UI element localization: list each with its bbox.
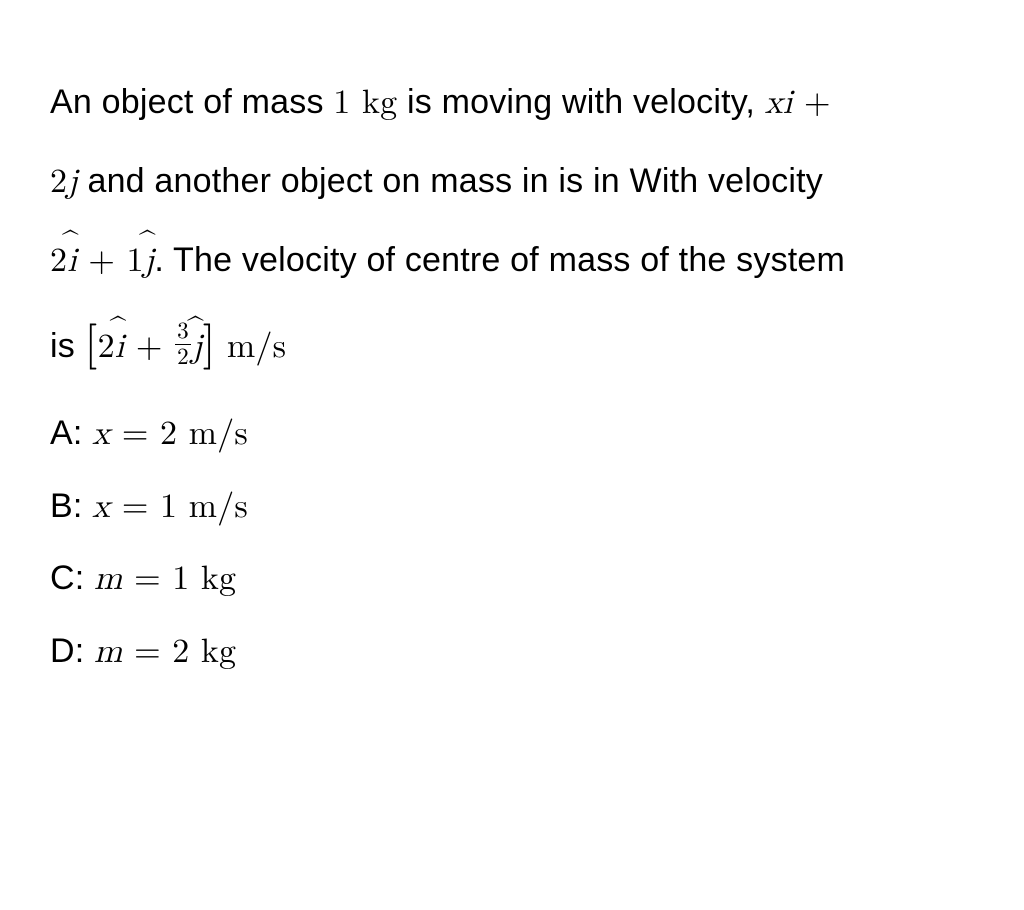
option-letter: D: <box>50 632 94 670</box>
option-d: D: m = 2 kg <box>50 629 974 676</box>
question-line-1: An object of mass 1 kg is moving with ve… <box>50 80 974 127</box>
plus-sign: + <box>793 86 831 120</box>
text-segment: and another object on mass in is in With… <box>78 162 823 200</box>
com-unit-i-hat: i <box>115 325 125 371</box>
text-segment: An object of mass <box>50 83 333 121</box>
question-line-3: 2i + 1j. The velocity of centre of mass … <box>50 238 974 285</box>
com-unit-j-hat: j <box>192 325 203 371</box>
option-c: C: m = 1 kg <box>50 556 974 603</box>
option-val: 1 <box>160 490 177 524</box>
velocity-unit-j: j <box>67 165 78 199</box>
plus-sign: + <box>77 244 127 278</box>
mass-value: 1 <box>333 86 350 120</box>
bracket-close: ] <box>202 321 215 367</box>
text-segment: . The velocity of centre of mass of the … <box>154 241 845 279</box>
bracket-open: [ <box>85 321 98 367</box>
velocity-coef: 2 <box>50 165 67 199</box>
velocity-unit-i: i <box>783 86 793 120</box>
velocity-coef: x <box>765 86 783 120</box>
option-letter: A: <box>50 414 92 452</box>
text-segment: is moving with velocity, <box>397 83 764 121</box>
option-var: x <box>92 417 110 451</box>
option-a: A: x = 2 m/s <box>50 411 974 458</box>
is-label: is <box>50 327 85 365</box>
question-line-4: is [2i + 32j] m/s <box>50 317 974 379</box>
option-eq: = <box>110 490 160 524</box>
option-var: m <box>94 562 123 596</box>
fraction-denominator: 2 <box>175 345 191 369</box>
option-b: B: x = 1 m/s <box>50 484 974 531</box>
option-eq: = <box>123 562 173 596</box>
option-val: 1 <box>172 562 189 596</box>
option-unit: m/s <box>177 490 248 524</box>
plus-sign: + <box>124 330 174 364</box>
option-letter: B: <box>50 487 92 525</box>
velocity-unit-j-hat: j <box>144 239 155 285</box>
question-line-2: 2j and another object on mass in is in W… <box>50 159 974 206</box>
com-unit: m/s <box>215 330 286 364</box>
option-unit: kg <box>189 562 236 596</box>
option-val: 2 <box>160 417 177 451</box>
option-unit: kg <box>189 635 236 669</box>
option-letter: C: <box>50 559 94 597</box>
mass-unit: kg <box>351 86 398 120</box>
option-unit: m/s <box>177 417 248 451</box>
option-eq: = <box>123 635 173 669</box>
option-var: x <box>92 490 110 524</box>
option-var: m <box>94 635 123 669</box>
velocity-unit-i-hat: i <box>67 239 77 285</box>
option-eq: = <box>110 417 160 451</box>
option-val: 2 <box>172 635 189 669</box>
